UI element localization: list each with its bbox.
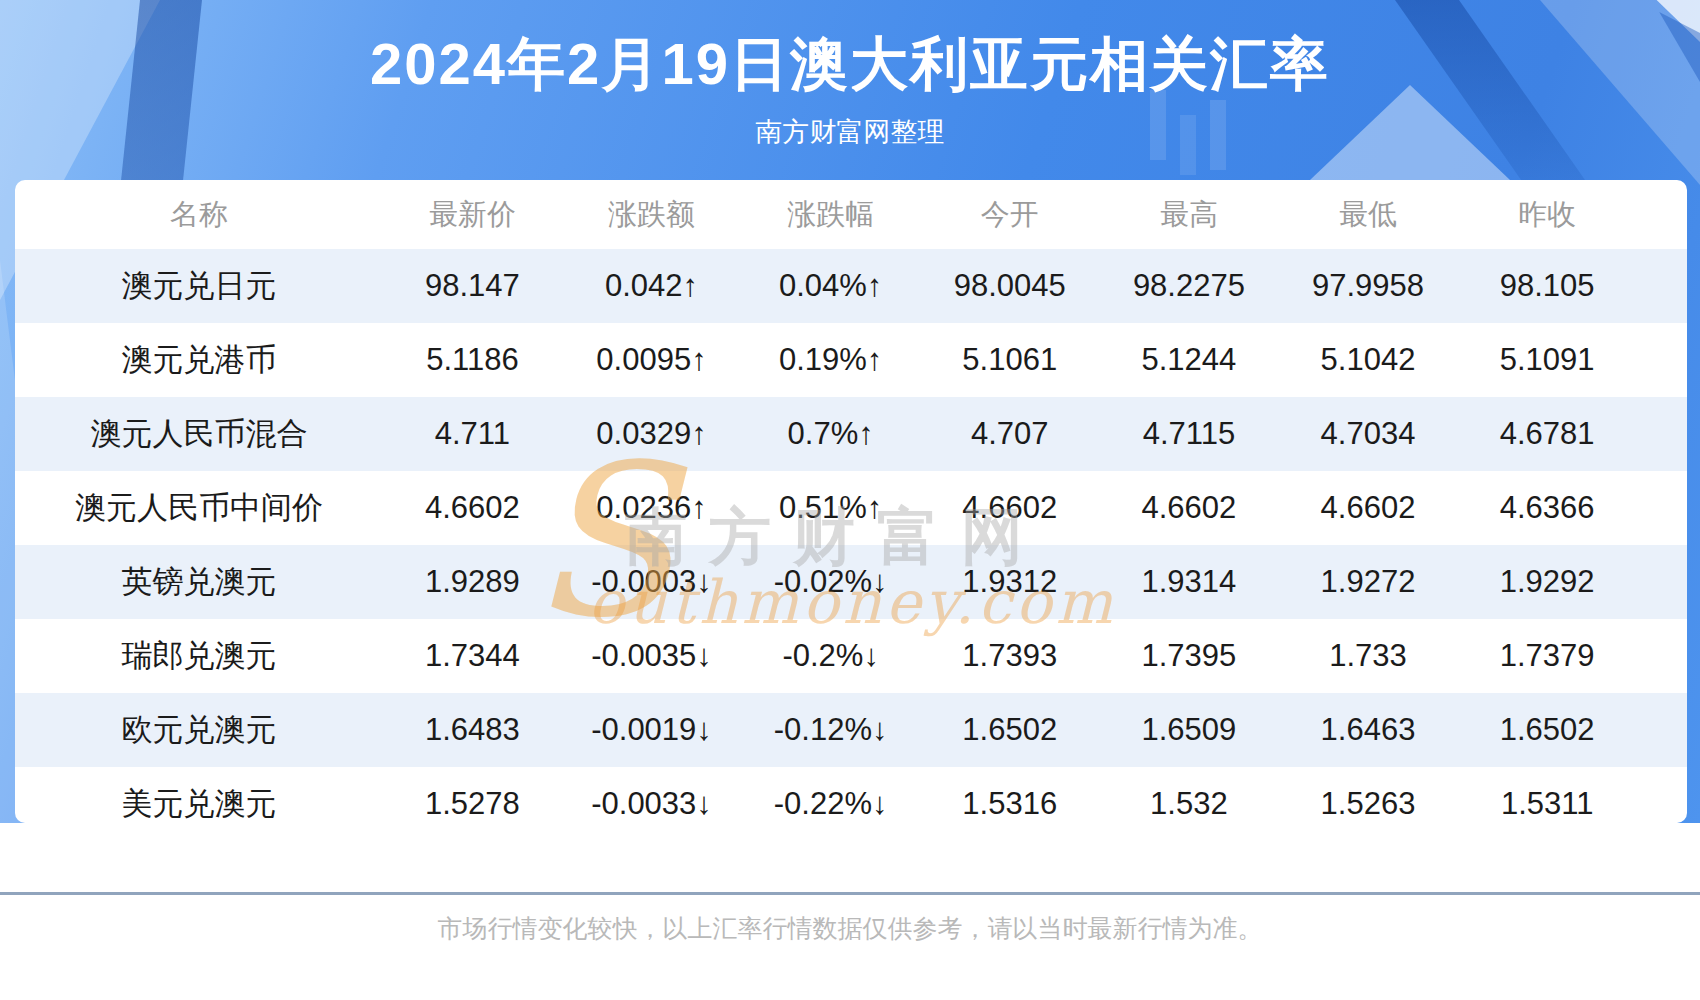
table-row: 澳元人民币混合4.7110.0329↑0.7%↑4.7074.71154.703… bbox=[15, 397, 1687, 471]
cell-high: 98.2275 bbox=[1099, 249, 1278, 323]
rates-table-card: 名称最新价涨跌额涨跌幅今开最高最低昨收 澳元兑日元98.1470.042↑0.0… bbox=[15, 180, 1687, 823]
cell-pct: -0.02%↓ bbox=[741, 545, 920, 619]
footer-divider bbox=[0, 892, 1700, 895]
cell-name: 澳元兑港币 bbox=[15, 323, 383, 397]
cell-open: 98.0045 bbox=[920, 249, 1099, 323]
table-row: 澳元人民币中间价4.66020.0236↑0.51%↑4.66024.66024… bbox=[15, 471, 1687, 545]
cell-prev: 1.9292 bbox=[1458, 545, 1637, 619]
cell-low: 5.1042 bbox=[1278, 323, 1457, 397]
cell-latest: 5.1186 bbox=[383, 323, 562, 397]
table-row: 澳元兑日元98.1470.042↑0.04%↑98.004598.227597.… bbox=[15, 249, 1687, 323]
cell-high: 1.6509 bbox=[1099, 693, 1278, 767]
cell-pct: 0.04%↑ bbox=[741, 249, 920, 323]
cell-name: 欧元兑澳元 bbox=[15, 693, 383, 767]
cell-low: 1.9272 bbox=[1278, 545, 1457, 619]
cell-low: 97.9958 bbox=[1278, 249, 1457, 323]
table-row: 澳元兑港币5.11860.0095↑0.19%↑5.10615.12445.10… bbox=[15, 323, 1687, 397]
column-header-7: 昨收 bbox=[1458, 180, 1637, 249]
footer-disclaimer: 市场行情变化较快，以上汇率行情数据仅供参考，请以当时最新行情为准。 bbox=[0, 912, 1700, 945]
cell-open: 1.5316 bbox=[920, 767, 1099, 823]
cell-name: 瑞郎兑澳元 bbox=[15, 619, 383, 693]
cell-low: 4.6602 bbox=[1278, 471, 1457, 545]
cell-prev: 5.1091 bbox=[1458, 323, 1637, 397]
rates-tbody: 澳元兑日元98.1470.042↑0.04%↑98.004598.227597.… bbox=[15, 249, 1687, 823]
cell-change: 0.0236↑ bbox=[562, 471, 741, 545]
column-header-2: 涨跌额 bbox=[562, 180, 741, 249]
cell-high: 1.532 bbox=[1099, 767, 1278, 823]
column-header-6: 最低 bbox=[1278, 180, 1457, 249]
cell-pct: 0.19%↑ bbox=[741, 323, 920, 397]
rates-table: 名称最新价涨跌额涨跌幅今开最高最低昨收 澳元兑日元98.1470.042↑0.0… bbox=[15, 180, 1687, 823]
spacer-cell bbox=[1637, 397, 1687, 471]
cell-change: 0.0329↑ bbox=[562, 397, 741, 471]
cell-name: 澳元人民币混合 bbox=[15, 397, 383, 471]
cell-pct: -0.12%↓ bbox=[741, 693, 920, 767]
cell-name: 澳元人民币中间价 bbox=[15, 471, 383, 545]
column-header-0: 名称 bbox=[15, 180, 383, 249]
cell-prev: 1.7379 bbox=[1458, 619, 1637, 693]
spacer-cell bbox=[1637, 619, 1687, 693]
cell-latest: 1.6483 bbox=[383, 693, 562, 767]
cell-pct: 0.7%↑ bbox=[741, 397, 920, 471]
cell-change: 0.042↑ bbox=[562, 249, 741, 323]
cell-open: 5.1061 bbox=[920, 323, 1099, 397]
cell-open: 1.7393 bbox=[920, 619, 1099, 693]
spacer-cell bbox=[1637, 323, 1687, 397]
spacer-cell bbox=[1637, 249, 1687, 323]
cell-pct: -0.22%↓ bbox=[741, 767, 920, 823]
cell-change: 0.0095↑ bbox=[562, 323, 741, 397]
cell-latest: 1.5278 bbox=[383, 767, 562, 823]
cell-low: 4.7034 bbox=[1278, 397, 1457, 471]
spacer-cell bbox=[1637, 767, 1687, 823]
cell-open: 1.9312 bbox=[920, 545, 1099, 619]
cell-high: 4.7115 bbox=[1099, 397, 1278, 471]
cell-latest: 98.147 bbox=[383, 249, 562, 323]
cell-low: 1.6463 bbox=[1278, 693, 1457, 767]
table-row: 美元兑澳元1.5278-0.0033↓-0.22%↓1.53161.5321.5… bbox=[15, 767, 1687, 823]
cell-latest: 4.6602 bbox=[383, 471, 562, 545]
spacer-cell bbox=[1637, 180, 1687, 249]
cell-pct: 0.51%↑ bbox=[741, 471, 920, 545]
table-row: 欧元兑澳元1.6483-0.0019↓-0.12%↓1.65021.65091.… bbox=[15, 693, 1687, 767]
cell-high: 5.1244 bbox=[1099, 323, 1278, 397]
cell-latest: 1.9289 bbox=[383, 545, 562, 619]
cell-open: 1.6502 bbox=[920, 693, 1099, 767]
table-row: 瑞郎兑澳元1.7344-0.0035↓-0.2%↓1.73931.73951.7… bbox=[15, 619, 1687, 693]
cell-high: 4.6602 bbox=[1099, 471, 1278, 545]
cell-latest: 4.711 bbox=[383, 397, 562, 471]
spacer-cell bbox=[1637, 545, 1687, 619]
cell-prev: 4.6781 bbox=[1458, 397, 1637, 471]
cell-low: 1.733 bbox=[1278, 619, 1457, 693]
cell-prev: 1.5311 bbox=[1458, 767, 1637, 823]
cell-open: 4.707 bbox=[920, 397, 1099, 471]
cell-high: 1.9314 bbox=[1099, 545, 1278, 619]
cell-change: -0.0035↓ bbox=[562, 619, 741, 693]
cell-open: 4.6602 bbox=[920, 471, 1099, 545]
page-subtitle: 南方财富网整理 bbox=[0, 114, 1700, 150]
table-row: 英镑兑澳元1.9289-0.0003↓-0.02%↓1.93121.93141.… bbox=[15, 545, 1687, 619]
cell-prev: 1.6502 bbox=[1458, 693, 1637, 767]
spacer-cell bbox=[1637, 471, 1687, 545]
cell-change: -0.0019↓ bbox=[562, 693, 741, 767]
table-header-row: 名称最新价涨跌额涨跌幅今开最高最低昨收 bbox=[15, 180, 1687, 249]
cell-prev: 98.105 bbox=[1458, 249, 1637, 323]
page-title: 2024年2月19日澳大利亚元相关汇率 bbox=[0, 26, 1700, 104]
cell-prev: 4.6366 bbox=[1458, 471, 1637, 545]
column-header-5: 最高 bbox=[1099, 180, 1278, 249]
cell-latest: 1.7344 bbox=[383, 619, 562, 693]
cell-name: 澳元兑日元 bbox=[15, 249, 383, 323]
page: 2024年2月19日澳大利亚元相关汇率 南方财富网整理 名称最新价涨跌额涨跌幅今… bbox=[0, 0, 1700, 1000]
column-header-3: 涨跌幅 bbox=[741, 180, 920, 249]
cell-change: -0.0033↓ bbox=[562, 767, 741, 823]
spacer-cell bbox=[1637, 693, 1687, 767]
cell-name: 英镑兑澳元 bbox=[15, 545, 383, 619]
column-header-1: 最新价 bbox=[383, 180, 562, 249]
cell-pct: -0.2%↓ bbox=[741, 619, 920, 693]
cell-name: 美元兑澳元 bbox=[15, 767, 383, 823]
cell-change: -0.0003↓ bbox=[562, 545, 741, 619]
cell-high: 1.7395 bbox=[1099, 619, 1278, 693]
column-header-4: 今开 bbox=[920, 180, 1099, 249]
cell-low: 1.5263 bbox=[1278, 767, 1457, 823]
